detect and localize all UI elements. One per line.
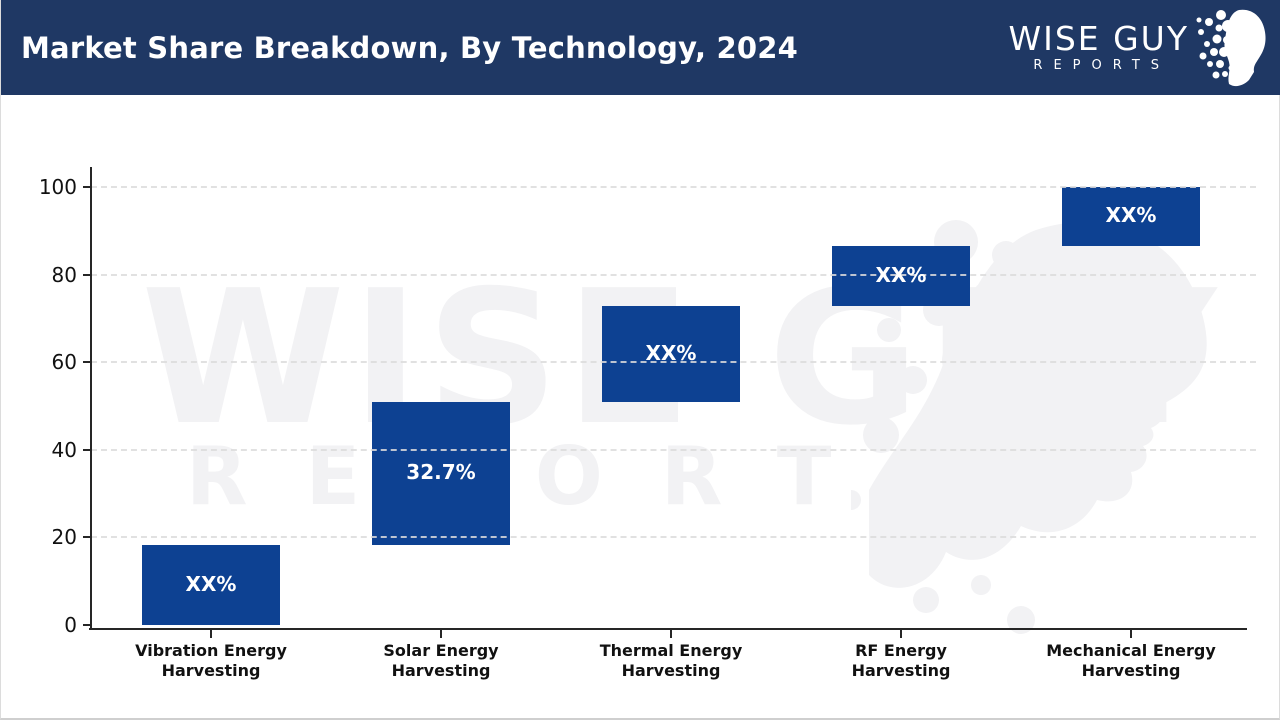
y-axis-tick-label: 100 [38, 175, 77, 199]
y-axis-tick-label: 80 [51, 262, 77, 287]
bar-mechanical-energy-harvesting [1062, 187, 1200, 246]
bar-value-label-vibration-energy-harvesting: XX% [185, 571, 237, 596]
bar-vibration-energy-harvesting [142, 544, 280, 625]
bar-value-label-solar-energy-harvesting: 32.7% [406, 460, 476, 485]
x-axis-tick [440, 630, 442, 638]
x-axis-line [89, 628, 1247, 630]
y-axis-tick [83, 273, 91, 276]
y-axis-tick-label: 40 [51, 437, 77, 462]
bar-value-label-mechanical-energy-harvesting: XX% [1105, 203, 1157, 228]
logo-head-icon [1196, 9, 1266, 86]
gridline-20 [91, 536, 1256, 539]
logo-text: WISE GUY REPORTS [1008, 18, 1189, 74]
logo-subtext: REPORTS [1033, 58, 1171, 74]
y-axis-tick [83, 448, 91, 451]
logo-wordmark: WISE GUY [1008, 18, 1189, 58]
bar-solar-energy-harvesting [372, 401, 510, 545]
x-axis-tick [670, 630, 672, 638]
y-axis-tick [83, 624, 91, 626]
watermark-subtext: REPORTS [186, 430, 1006, 523]
y-axis-tick [83, 186, 91, 188]
y-axis-tick-label: 0 [64, 613, 77, 637]
gridline-60 [91, 361, 1256, 364]
y-axis-line [90, 167, 92, 630]
x-axis-tick [1130, 630, 1132, 638]
wise-guy-reports-logo: WISE GUY REPORTS [1008, 6, 1267, 90]
page-title: Market Share Breakdown, By Technology, 2… [21, 30, 799, 65]
y-axis-tick-label: 60 [51, 350, 77, 375]
gridline-40 [91, 448, 1256, 451]
x-axis-category-label-rf-energy-harvesting: RF Energy Harvesting [851, 641, 951, 680]
bar-value-label-thermal-energy-harvesting: XX% [645, 340, 697, 365]
x-axis-tick [210, 630, 212, 638]
x-axis-category-label-vibration-energy-harvesting: Vibration Energy Harvesting [135, 641, 287, 680]
bar-thermal-energy-harvesting [602, 305, 740, 402]
x-axis-category-label-solar-energy-harvesting: Solar Energy Harvesting [383, 641, 499, 680]
y-axis-tick [83, 536, 91, 539]
gridline-80 [91, 273, 1256, 276]
x-axis-category-label-mechanical-energy-harvesting: Mechanical Energy Harvesting [1046, 641, 1216, 680]
gridline-100 [91, 186, 1256, 188]
y-axis-tick-label: 20 [51, 525, 77, 550]
header-bar: Market Share Breakdown, By Technology, 2… [1, 0, 1280, 95]
bar-rf-energy-harvesting [832, 245, 970, 306]
y-axis-tick [83, 361, 91, 364]
x-axis-tick [900, 630, 902, 638]
bar-value-label-rf-energy-harvesting: XX% [875, 262, 927, 287]
x-axis-category-label-thermal-energy-harvesting: Thermal Energy Harvesting [599, 641, 743, 680]
